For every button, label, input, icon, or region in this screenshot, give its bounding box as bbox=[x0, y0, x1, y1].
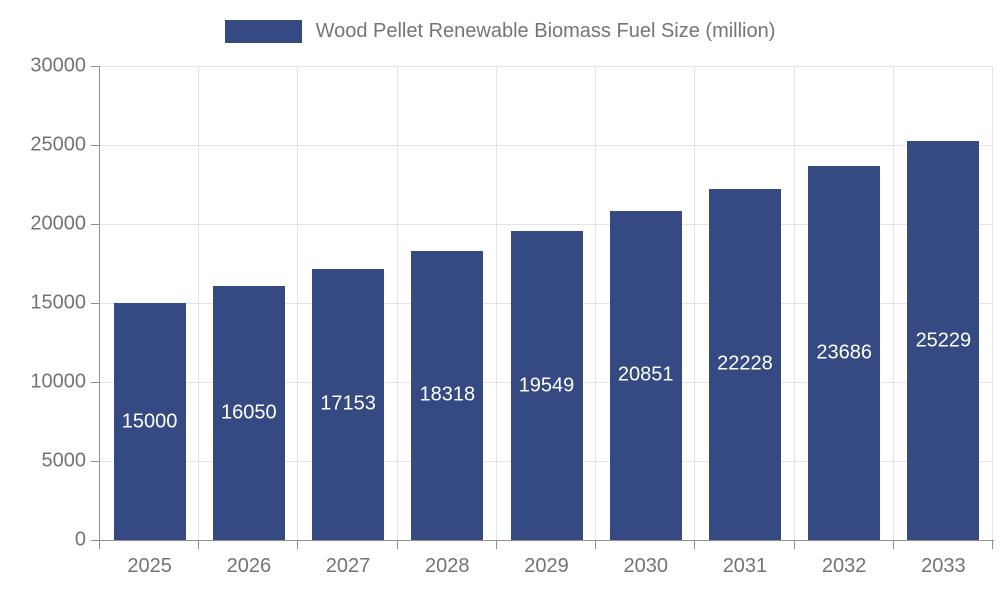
v-gridline bbox=[495, 66, 497, 540]
x-axis-tick bbox=[793, 541, 795, 549]
x-axis-tick bbox=[892, 541, 894, 549]
bar-value-label: 17153 bbox=[320, 392, 376, 415]
y-axis-line bbox=[99, 66, 100, 548]
y-tick-label: 25000 bbox=[30, 133, 86, 156]
y-tick-label: 0 bbox=[74, 528, 86, 551]
y-tick-label: 5000 bbox=[41, 449, 87, 472]
plot-area: 0 5000 10000 15000 20000 25000 30000 15000 2025 1… bbox=[30, 55, 994, 577]
y-axis-tick bbox=[91, 303, 99, 304]
x-axis-tick bbox=[396, 541, 398, 549]
v-gridline bbox=[396, 66, 398, 540]
h-gridline bbox=[100, 224, 993, 225]
x-axis-tick bbox=[495, 541, 497, 549]
h-gridline bbox=[100, 66, 993, 67]
bar-2027 bbox=[312, 268, 385, 540]
v-gridline bbox=[694, 66, 696, 540]
bar-value-label: 25229 bbox=[915, 329, 972, 352]
x-axis-tick bbox=[694, 541, 696, 549]
bar-value-label: 18318 bbox=[419, 383, 476, 406]
y-axis-tick bbox=[91, 224, 99, 225]
x-tick-label: 2027 bbox=[325, 555, 371, 577]
x-axis-tick bbox=[99, 541, 100, 549]
y-axis-tick bbox=[91, 461, 99, 462]
x-axis-tick bbox=[595, 541, 597, 549]
legend-label: Wood Pellet Renewable Biomass Fuel Size … bbox=[315, 20, 776, 42]
bar-2028 bbox=[411, 250, 484, 540]
bar-2029 bbox=[510, 231, 583, 540]
v-gridline bbox=[297, 66, 299, 540]
bar-2026 bbox=[212, 286, 285, 540]
bar-value-label: 15000 bbox=[121, 410, 178, 432]
y-axis-tick bbox=[91, 66, 99, 67]
x-tick-label: 2031 bbox=[722, 555, 768, 577]
v-gridline bbox=[595, 66, 597, 540]
chart-legend[interactable]: Wood Pellet Renewable Biomass Fuel Size … bbox=[0, 20, 1000, 43]
y-tick-label: 15000 bbox=[30, 291, 86, 314]
x-axis-tick bbox=[198, 541, 200, 549]
bar-value-label: 16050 bbox=[221, 401, 277, 424]
h-gridline bbox=[100, 145, 993, 146]
y-axis-tick bbox=[91, 382, 99, 383]
v-gridline bbox=[892, 66, 894, 540]
x-tick-label: 2032 bbox=[821, 555, 867, 577]
y-tick-label: 20000 bbox=[30, 212, 86, 235]
bar-value-label: 19549 bbox=[518, 374, 575, 397]
x-tick-label: 2025 bbox=[127, 555, 172, 577]
bar-2030 bbox=[609, 210, 682, 540]
y-axis-tick bbox=[91, 145, 99, 146]
bar-value-label: 20851 bbox=[617, 363, 674, 386]
y-axis-tick bbox=[91, 540, 99, 541]
y-tick-label: 10000 bbox=[30, 370, 86, 393]
bar-2032 bbox=[808, 165, 881, 540]
x-tick-label: 2030 bbox=[623, 555, 668, 577]
x-axis-tick bbox=[297, 541, 299, 549]
bar-value-label: 22228 bbox=[717, 352, 773, 375]
y-tick-label: 30000 bbox=[30, 54, 86, 77]
v-gridline bbox=[793, 66, 795, 540]
x-tick-label: 2026 bbox=[226, 555, 272, 577]
bar-2025 bbox=[113, 303, 186, 540]
x-axis-tick bbox=[992, 541, 993, 549]
legend-swatch-icon bbox=[224, 20, 302, 43]
bar-value-label: 23686 bbox=[816, 341, 872, 364]
x-tick-label: 2029 bbox=[524, 555, 569, 577]
v-gridline bbox=[198, 66, 200, 540]
bar-2031 bbox=[708, 188, 781, 540]
x-tick-label: 2033 bbox=[921, 555, 966, 577]
bar-2033 bbox=[907, 141, 980, 540]
x-axis-line bbox=[99, 540, 994, 541]
v-gridline bbox=[992, 66, 993, 540]
x-tick-label: 2028 bbox=[425, 555, 470, 577]
